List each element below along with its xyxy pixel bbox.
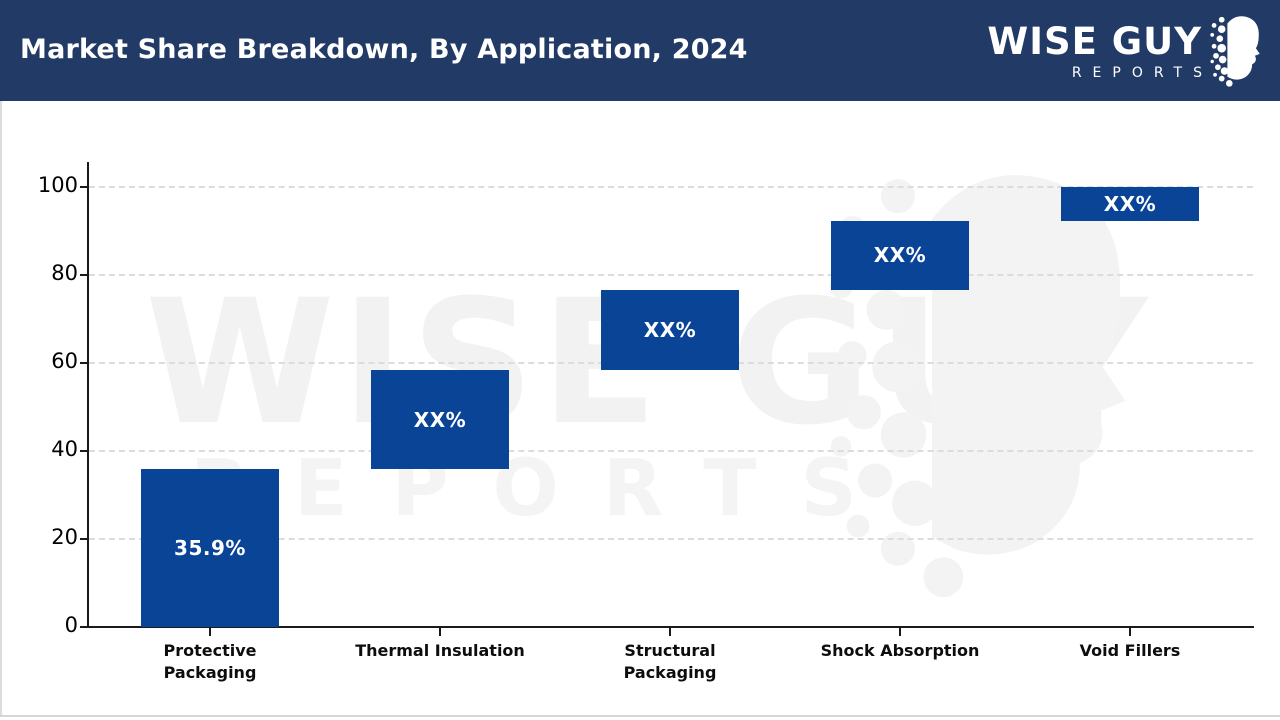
x-axis-line bbox=[87, 626, 1254, 628]
y-tick-mark bbox=[80, 538, 88, 540]
y-tick-label: 40 bbox=[51, 437, 78, 461]
y-tick-label: 80 bbox=[51, 261, 78, 285]
y-tick-mark bbox=[80, 626, 88, 628]
y-tick-label: 20 bbox=[51, 525, 78, 549]
header-bar: Market Share Breakdown, By Application, … bbox=[0, 0, 1280, 101]
x-tick-mark bbox=[439, 628, 441, 636]
bar-segment: XX% bbox=[1061, 187, 1199, 221]
x-tick-mark bbox=[1129, 628, 1131, 636]
bar-value-label: XX% bbox=[643, 317, 697, 342]
x-category-label: Shock Absorption bbox=[820, 641, 980, 660]
watermark-subtitle-text: REPORTS bbox=[190, 444, 901, 534]
x-tick-mark bbox=[669, 628, 671, 636]
brand-logo: WISE GUY REPORTS bbox=[987, 8, 1266, 94]
head-silhouette-icon bbox=[1210, 16, 1260, 87]
bar-segment: XX% bbox=[371, 370, 509, 470]
bar-value-label: 35.9% bbox=[174, 536, 246, 560]
frame-left-border bbox=[0, 101, 2, 716]
x-tick-mark bbox=[209, 628, 211, 636]
y-tick-label: 0 bbox=[64, 613, 78, 637]
y-tick-label: 100 bbox=[37, 173, 78, 197]
y-gridline bbox=[89, 450, 1253, 452]
y-tick-mark bbox=[80, 274, 88, 276]
bar-segment: XX% bbox=[831, 220, 969, 290]
y-gridline bbox=[89, 274, 1253, 276]
y-tick-mark bbox=[80, 186, 88, 188]
y-tick-label: 60 bbox=[51, 349, 78, 373]
x-category-label: Protective Packaging bbox=[163, 641, 257, 682]
brand-name: WISE GUY bbox=[987, 20, 1202, 63]
bar-segment: 35.9% bbox=[141, 469, 279, 627]
brand-subtitle: REPORTS bbox=[1071, 64, 1213, 81]
bar-segment: XX% bbox=[601, 289, 739, 371]
brand-text: WISE GUY REPORTS bbox=[987, 20, 1202, 80]
x-category-label: Void Fillers bbox=[1079, 641, 1181, 660]
y-tick-mark bbox=[80, 362, 88, 364]
x-category-label: Thermal Insulation bbox=[355, 641, 525, 660]
y-axis-line bbox=[87, 162, 89, 628]
x-category-label: Structural Packaging bbox=[623, 641, 717, 682]
y-gridline bbox=[89, 538, 1253, 540]
y-tick-mark bbox=[80, 450, 88, 452]
bar-value-label: XX% bbox=[873, 243, 927, 268]
x-tick-mark bbox=[899, 628, 901, 636]
frame-bottom-border bbox=[0, 715, 1280, 717]
page-title: Market Share Breakdown, By Application, … bbox=[20, 34, 748, 65]
bar-value-label: XX% bbox=[413, 407, 467, 432]
y-gridline bbox=[89, 186, 1253, 188]
bar-value-label: XX% bbox=[1103, 191, 1157, 216]
